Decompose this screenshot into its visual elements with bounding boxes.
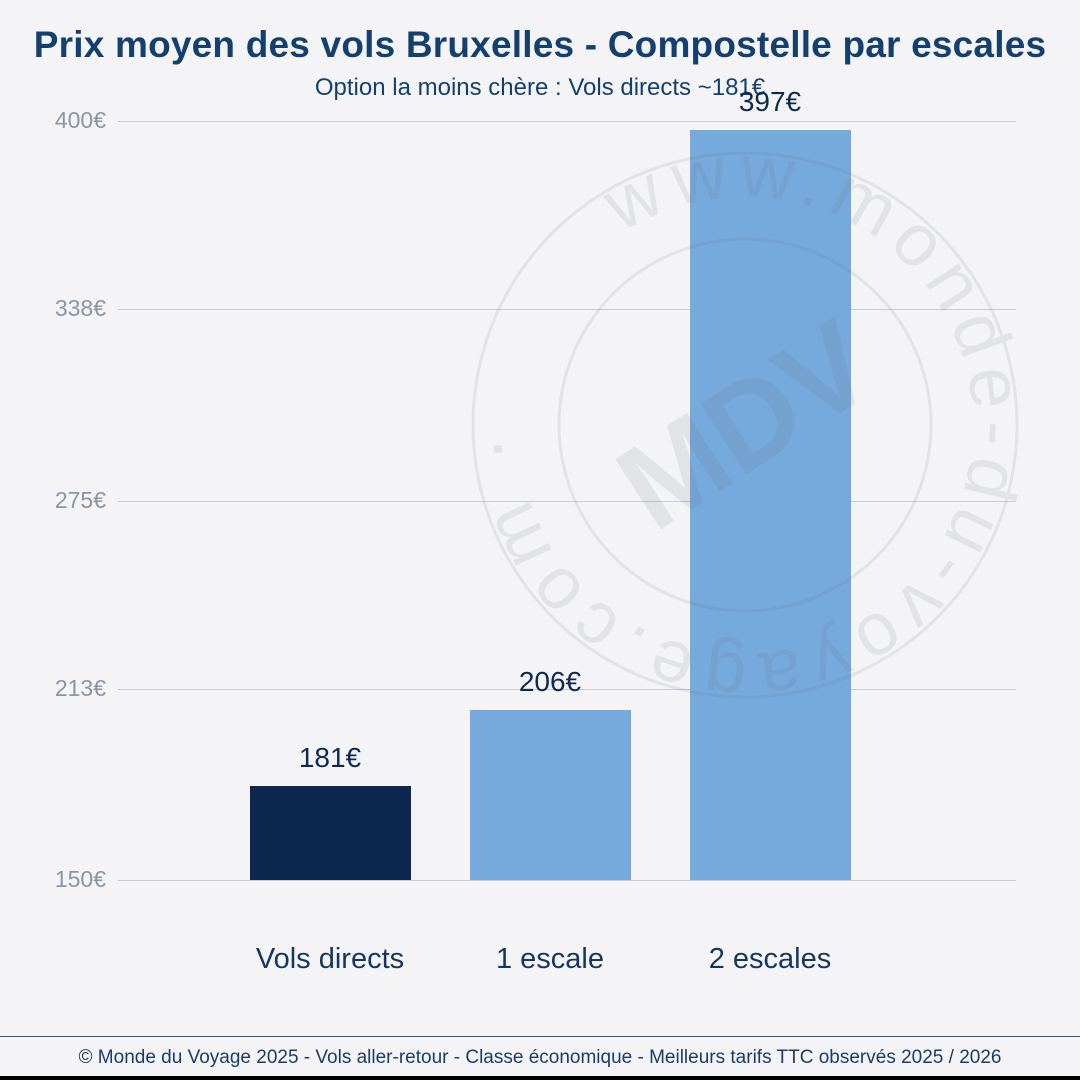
chart-title: Prix moyen des vols Bruxelles - Composte… [33, 24, 1047, 65]
category-label: 1 escale [495, 943, 604, 975]
y-tick-label: 150€ [54, 866, 106, 892]
bottom-edge [0, 1076, 1080, 1080]
gridline [118, 880, 1016, 881]
bar-value-label: 206€ [518, 665, 582, 697]
y-tick-label: 213€ [54, 674, 106, 701]
chart-subtitle: Option la moins chère : Vols directs ~18… [314, 74, 766, 101]
footer-divider [0, 1036, 1080, 1037]
bar-2-escales [689, 130, 851, 880]
bar-vols-directs [249, 785, 411, 880]
gridline [118, 688, 1016, 690]
y-tick-label: 400€ [54, 107, 106, 133]
gridline [118, 309, 1016, 311]
footer-credit: © Monde du Voyage 2025 - Vols aller-reto… [78, 1047, 1002, 1068]
bar-value-label: 397€ [738, 86, 802, 118]
y-tick-label: 275€ [54, 486, 106, 513]
y-tick-label: 338€ [54, 295, 106, 322]
category-label: Vols directs [255, 943, 405, 975]
category-label: 2 escales [708, 943, 832, 975]
gridline [118, 121, 1016, 122]
plot-area: 181€ 206€ 397€ [118, 86, 1016, 881]
gridline [118, 500, 1016, 502]
bar-value-label: 181€ [298, 741, 362, 773]
bar-1-escale [469, 709, 631, 880]
